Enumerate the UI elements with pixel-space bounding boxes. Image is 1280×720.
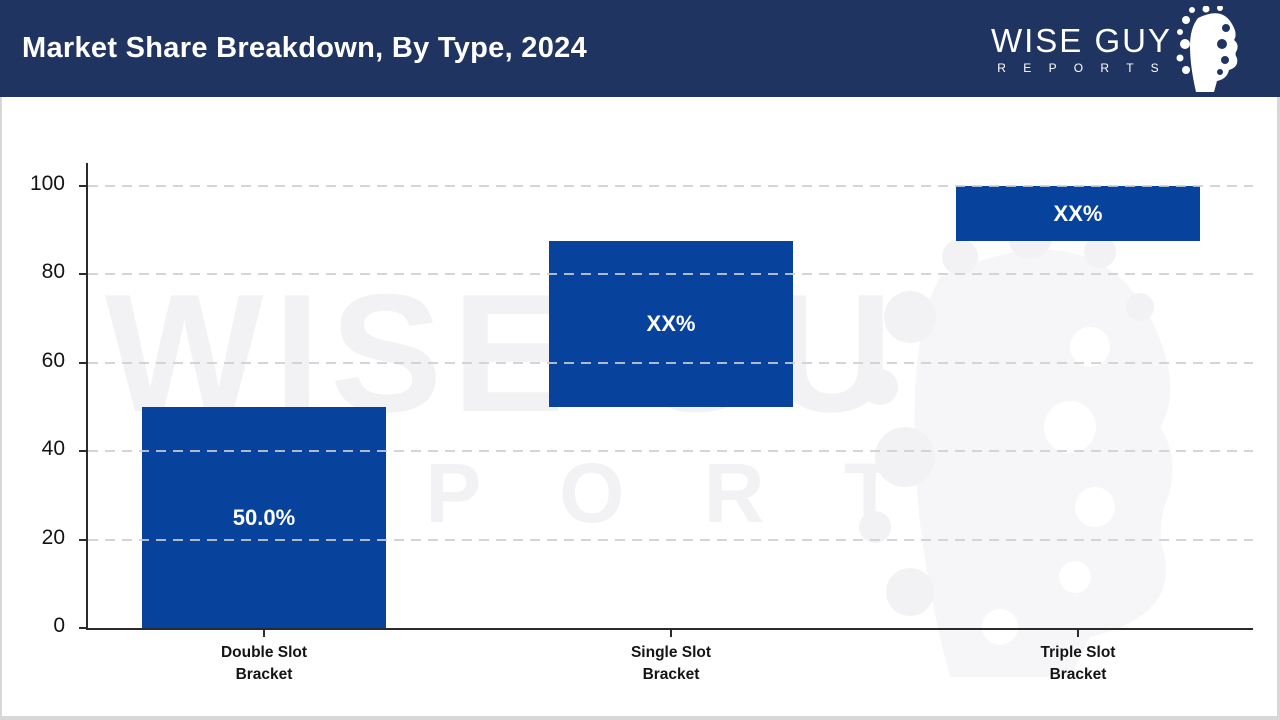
y-tick-label: 60 bbox=[41, 348, 65, 372]
wiseguy-logo: WISE GUY R E P O R T S bbox=[991, 5, 1240, 92]
x-category-label: Double Slot Bracket bbox=[220, 644, 308, 683]
x-category-label: Triple Slot Bracket bbox=[1040, 644, 1116, 683]
bar-value-label: XX% bbox=[1053, 201, 1103, 226]
border-right bbox=[1277, 97, 1280, 720]
border-bottom bbox=[0, 716, 1280, 720]
bar-value-label: XX% bbox=[646, 311, 696, 337]
bar-segment bbox=[142, 407, 386, 628]
y-tick-label: 80 bbox=[41, 260, 65, 284]
x-category-label: Single Slot Bracket bbox=[630, 644, 712, 683]
bar-segment bbox=[549, 241, 793, 407]
gridline bbox=[88, 538, 1253, 541]
y-tick bbox=[79, 361, 86, 364]
gridline bbox=[88, 185, 1253, 187]
y-tick bbox=[79, 450, 86, 453]
watermark-head-icon bbox=[859, 215, 1173, 677]
x-tick bbox=[263, 630, 265, 637]
bar-segment bbox=[956, 186, 1200, 242]
y-tick-label: 40 bbox=[41, 437, 65, 461]
gridline bbox=[88, 361, 1253, 364]
x-tick bbox=[670, 630, 672, 637]
logo-reports-text: R E P O R T S bbox=[997, 60, 1166, 75]
chart-area: WISE GU R E P O R T S 0 20 40 60 80 100 50.0% D… bbox=[0, 97, 1280, 720]
header-bar: Market Share Breakdown, By Type, 2024 WI… bbox=[0, 0, 1280, 97]
page-title: Market Share Breakdown, By Type, 2024 bbox=[22, 32, 588, 64]
logo-text: WISE GUY R E P O R T S bbox=[991, 24, 1172, 74]
y-tick-label: 100 bbox=[29, 172, 65, 195]
y-tick bbox=[79, 627, 86, 629]
x-tick bbox=[1077, 630, 1079, 637]
y-tick-label: 20 bbox=[41, 525, 65, 549]
x-axis-line bbox=[86, 628, 1253, 630]
bar-value-label: 50.0% bbox=[232, 505, 296, 530]
border-left bbox=[0, 97, 2, 720]
y-axis-line bbox=[86, 163, 88, 630]
gridline bbox=[88, 450, 1253, 453]
logo-wiseguy-text: WISE GUY bbox=[990, 21, 1172, 59]
gridline bbox=[88, 273, 1253, 276]
y-tick bbox=[79, 538, 86, 541]
logo-head-icon bbox=[1176, 5, 1238, 92]
y-tick bbox=[79, 273, 86, 276]
y-tick-label: 0 bbox=[53, 614, 65, 637]
y-tick bbox=[79, 185, 86, 187]
